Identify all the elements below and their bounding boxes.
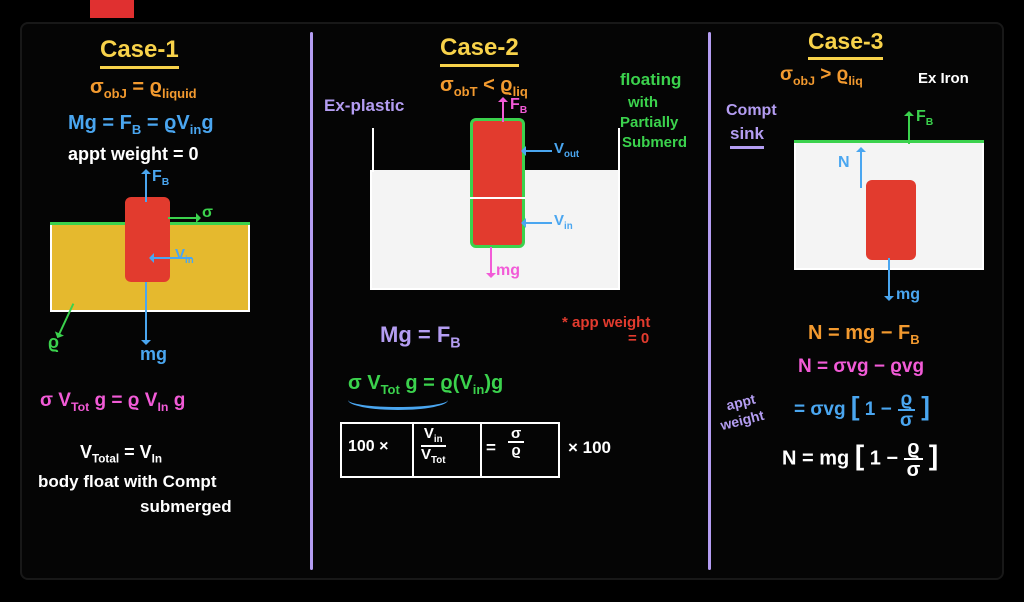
case-3-eq3: = σvg [ 1 − ϱσ ] [794,390,930,430]
box-frac: VinVTot [418,426,448,466]
case-3-eq1: N = mg − FB [808,322,920,347]
case-1-title: Case-1 [100,36,179,69]
case-1-mg-eq: Mg = FB = ϱVing [68,112,214,137]
fb-arrow-icon [145,172,147,202]
fb-arrow-icon [908,114,910,144]
case-2-eq2: σ VTot g = ϱ(Vin)g [348,372,503,397]
case-2-app: * app weight [562,314,650,331]
case-2-obj-midline [470,197,525,199]
case-1-vin: Vin [175,246,194,266]
case-3-appt2: weight [719,407,766,433]
case-3-eq2: N = σvg − ϱvg [798,356,924,378]
case-3-ex: Ex Iron [918,70,969,87]
case-2-float1: floating [620,70,681,90]
vout-arrow-icon [524,150,552,152]
case-1-object [125,197,170,282]
case-2-mg: mg [496,262,520,280]
case-2-float3: Partially [620,114,678,131]
scribble-underline [348,400,448,410]
case-1-mg-label: mg [140,344,167,365]
blackboard: Case-1 σobJ = ϱliquid Mg = FB = ϱVing ap… [20,22,1004,580]
case-3-object [866,180,916,260]
case-1-eq3: VTotal = VIn [80,442,162,466]
container-left-edge [372,128,374,172]
container-right-edge [618,128,620,172]
case-3-eq4: N = mg [ 1 − ϱσ ] [782,438,938,480]
mg-arrow-icon [490,247,492,275]
sigma-arrow-icon [168,217,198,219]
case-2-ex: Ex-plastic [324,96,404,116]
case-2-title: Case-2 [440,34,519,67]
case-2-float2: with [628,94,658,111]
case-2-vin: Vin [554,212,573,232]
n-arrow-icon [860,150,862,188]
case-1-density: σobJ = ϱliquid [90,76,197,101]
case-2-object [470,118,525,248]
case-1-fb-label: FB [152,168,169,188]
mg-arrow-icon [145,282,147,342]
case-3-compt: Compt [726,102,777,120]
case-1-column: Case-1 σobJ = ϱliquid Mg = FB = ϱVing ap… [20,22,310,580]
box-divider-2 [480,422,482,478]
case-1-eq5: submerged [140,497,232,517]
vin-arrow-icon [524,222,552,224]
fb-arrow-icon [502,100,504,122]
case-3-surface [794,140,984,143]
box-frac2: σϱ [508,426,524,458]
box-right: × 100 [568,438,611,458]
case-2-fb: FB [510,96,527,116]
case-1-sigma: σ [202,204,213,222]
case-2-float4: Submerd [622,134,687,151]
box-divider-1 [412,422,414,478]
mg-arrow-icon [888,258,890,298]
case-2-app2: = 0 [628,330,649,347]
box-mid: = [486,438,496,458]
stage: Case-1 σobJ = ϱliquid Mg = FB = ϱVing ap… [0,0,1024,602]
box-left: 100 × [348,438,388,456]
case-2-vout: Vout [554,140,579,160]
case-2-column: Case-2 σobT < ϱliq Ex-plastic floating w… [310,22,708,580]
case-1-appt: appt weight = 0 [68,144,199,165]
case-3-density: σobJ > ϱliq [780,64,863,88]
case-1-rho: ϱ [48,332,59,353]
case-3-title: Case-3 [808,28,883,60]
case-3-sink: sink [730,124,764,149]
case-1-eq2: σ VTot g = ϱ VIn g [40,390,185,414]
red-tab [90,0,134,18]
case-1-eq4: body float with Compt [38,472,216,492]
case-3-mg: mg [896,286,920,304]
case-3-column: Case-3 σobJ > ϱliq Ex Iron Compt sink FB… [708,22,1004,580]
case-3-fb: FB [916,108,933,128]
case-3-n: N [838,154,850,172]
case-2-eq1: Mg = FB [380,322,461,351]
